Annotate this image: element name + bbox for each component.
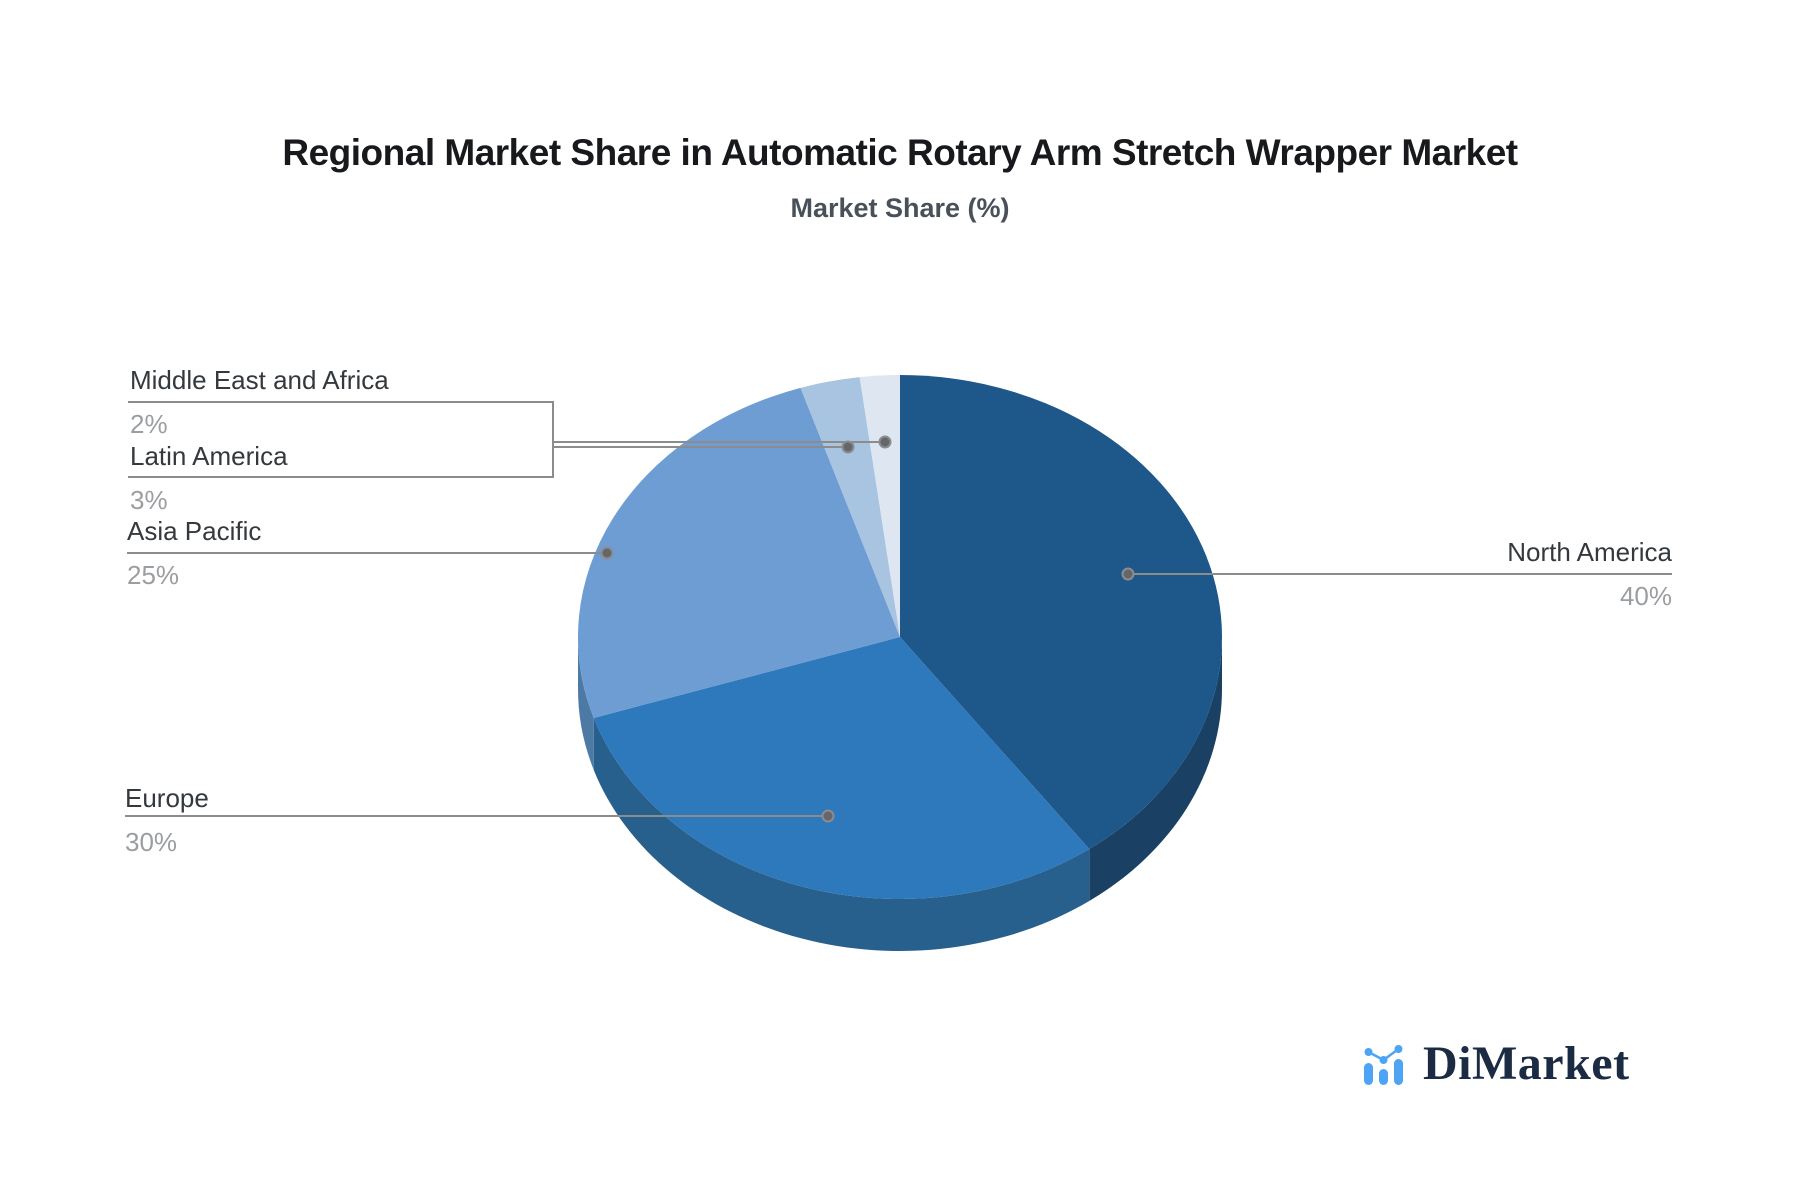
slice-pct-middle-east-and-africa: 2% — [130, 409, 168, 439]
callout-middle-east-and-africa: Middle East and Africa 2% — [130, 365, 389, 440]
slice-label-middle-east-and-africa: Middle East and Africa — [130, 365, 389, 395]
brand-logo: DiMarket — [1363, 1040, 1630, 1088]
slice-pct-latin-america: 3% — [130, 485, 168, 515]
callout-north-america: North America 40% — [1507, 537, 1672, 612]
slice-label-latin-america: Latin America — [130, 441, 288, 471]
chart-title: Regional Market Share in Automatic Rotar… — [282, 132, 1518, 173]
logo-bars — [1364, 1045, 1403, 1085]
logo-trend-line — [1367, 1047, 1400, 1062]
slice-label-north-america: North America — [1507, 537, 1672, 567]
callout-asia-pacific: Asia Pacific 25% — [127, 516, 261, 591]
callout-latin-america: Latin America 3% — [130, 441, 288, 516]
chart-subtitle: Market Share (%) — [790, 193, 1010, 223]
slice-pct-asia-pacific: 25% — [127, 560, 180, 590]
slice-pct-europe: 30% — [125, 827, 178, 857]
bar-chart-logo-icon — [1364, 1045, 1403, 1085]
callout-europe: Europe 30% — [125, 783, 209, 858]
brand-name: DiMarket — [1423, 1037, 1630, 1090]
slice-pct-north-america: 40% — [1619, 581, 1672, 611]
slice-label-asia-pacific: Asia Pacific — [127, 516, 262, 546]
slice-label-europe: Europe — [125, 783, 209, 813]
